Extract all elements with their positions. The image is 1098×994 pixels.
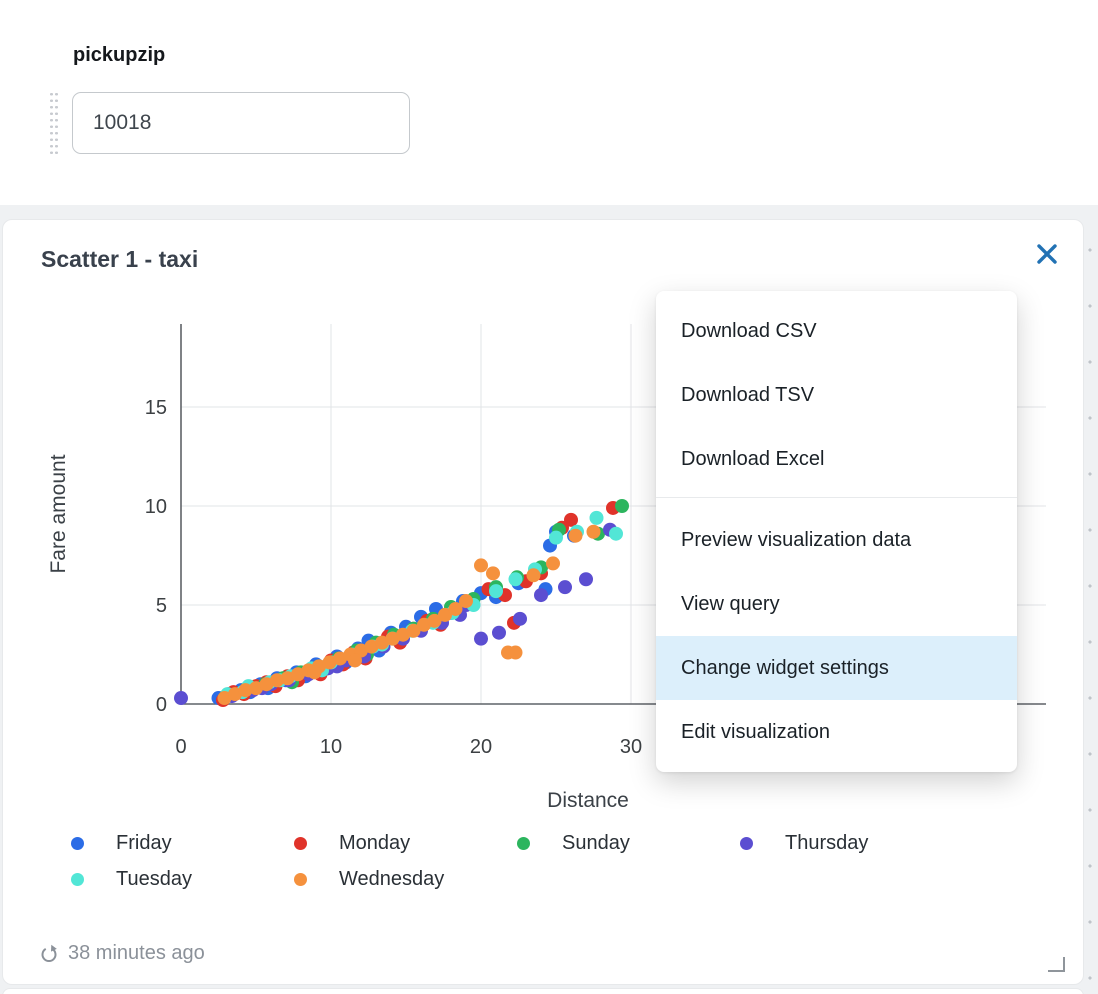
scatter-point (492, 625, 506, 640)
scatter-point (406, 623, 421, 638)
y-tick-label: 10 (145, 496, 167, 518)
scatter-point (568, 528, 583, 543)
scatter-widget-card: Scatter 1 - taxi 0 10 20 30 0 5 10 15 Fare amou… (2, 219, 1084, 985)
drag-handle-icon[interactable] (49, 91, 60, 157)
scatter-point (586, 524, 601, 539)
menu-item-change-widget-settings[interactable]: Change widget settings (656, 636, 1017, 700)
scatter-point (589, 510, 604, 525)
scatter-point (508, 572, 523, 587)
scatter-point (508, 645, 523, 660)
scatter-point (549, 530, 563, 545)
scatter-point (526, 568, 541, 583)
scatter-point (385, 631, 400, 646)
scatter-point (513, 611, 527, 626)
y-tick-label: 0 (156, 694, 167, 716)
menu-item-download-csv[interactable]: Download CSV (681, 319, 817, 342)
pickupzip-input[interactable] (72, 92, 410, 154)
menu-item-view-query[interactable]: View query (681, 592, 780, 615)
x-tick-label: 10 (320, 736, 342, 758)
last-refreshed[interactable]: 38 minutes ago (39, 942, 205, 965)
scatter-point (534, 588, 548, 603)
scatter-point (417, 617, 431, 632)
scatter-point (438, 607, 452, 622)
chart-legend: Friday Monday Sunday Thursday Tuesday Wednesd… (71, 832, 963, 891)
scatter-point (174, 691, 188, 706)
menu-item-preview-visualization-data[interactable]: Preview visualization data (681, 528, 912, 551)
legend-item-monday[interactable]: Monday (294, 832, 517, 855)
scatter-point (270, 673, 284, 688)
legend-item-wednesday[interactable]: Wednesday (294, 868, 517, 891)
last-refreshed-text: 38 minutes ago (68, 942, 205, 964)
x-tick-label: 20 (470, 736, 492, 758)
menu-item-download-tsv[interactable]: Download TSV (681, 383, 815, 406)
legend-dot-icon (71, 837, 84, 850)
filter-label: pickupzip (73, 44, 166, 66)
x-tick-label: 30 (620, 736, 642, 758)
scatter-point (291, 667, 305, 682)
scatter-point (546, 556, 560, 571)
menu-item-edit-visualization[interactable]: Edit visualization (681, 720, 830, 743)
x-tick-label: 0 (175, 736, 186, 758)
legend-dot-icon (71, 873, 84, 886)
legend-label: Tuesday (116, 868, 192, 890)
scatter-point (307, 665, 322, 680)
legend-dot-icon (294, 837, 307, 850)
scatter-point (448, 601, 463, 616)
refresh-icon (41, 944, 57, 962)
scatter-point (348, 653, 362, 668)
scatter-point (474, 631, 488, 646)
scatter-point (474, 558, 488, 573)
resize-handle-icon[interactable] (1048, 957, 1065, 972)
scatter-point (228, 687, 242, 702)
scatter-point (459, 594, 473, 609)
legend-item-thursday[interactable]: Thursday (740, 832, 963, 855)
y-tick-label: 5 (156, 595, 167, 617)
scatter-point (564, 512, 578, 527)
legend-dot-icon (740, 837, 753, 850)
widget-context-menu: Download CSV Download TSV Download Excel Pr… (656, 291, 1017, 772)
legend-item-friday[interactable]: Friday (71, 832, 294, 855)
scatter-point (333, 651, 347, 666)
close-icon[interactable] (1033, 240, 1061, 268)
scatter-point (615, 499, 629, 513)
scatter-point (238, 683, 253, 698)
legend-label: Sunday (562, 832, 630, 854)
scatter-point (364, 639, 379, 654)
dotted-gutter (1088, 222, 1092, 992)
legend-label: Monday (339, 832, 411, 854)
scatter-point (486, 566, 500, 581)
legend-item-tuesday[interactable]: Tuesday (71, 868, 294, 891)
widget-title: Scatter 1 - taxi (41, 246, 199, 272)
scatter-point (375, 635, 389, 650)
scatter-point (259, 677, 274, 692)
legend-label: Wednesday (339, 868, 445, 890)
legend-dot-icon (517, 837, 530, 850)
menu-item-download-excel[interactable]: Download Excel (681, 447, 825, 470)
scatter-point (280, 671, 295, 686)
scatter-point (217, 691, 232, 706)
legend-dot-icon (294, 873, 307, 886)
scatter-point (609, 526, 623, 541)
scatter-point (489, 584, 503, 599)
legend-item-sunday[interactable]: Sunday (517, 832, 740, 855)
scatter-point (427, 613, 442, 628)
next-widget-edge (2, 988, 1084, 994)
scatter-point (322, 655, 337, 670)
scatter-point (396, 627, 410, 642)
scatter-point (579, 572, 593, 587)
scatter-point (249, 681, 263, 696)
x-axis-label: Distance (547, 789, 629, 812)
y-axis-label: Fare amount (47, 454, 70, 574)
scatter-point (558, 580, 572, 595)
menu-divider (656, 497, 1017, 498)
legend-label: Thursday (785, 832, 869, 854)
legend-label: Friday (116, 832, 172, 854)
y-tick-label: 15 (145, 397, 167, 419)
